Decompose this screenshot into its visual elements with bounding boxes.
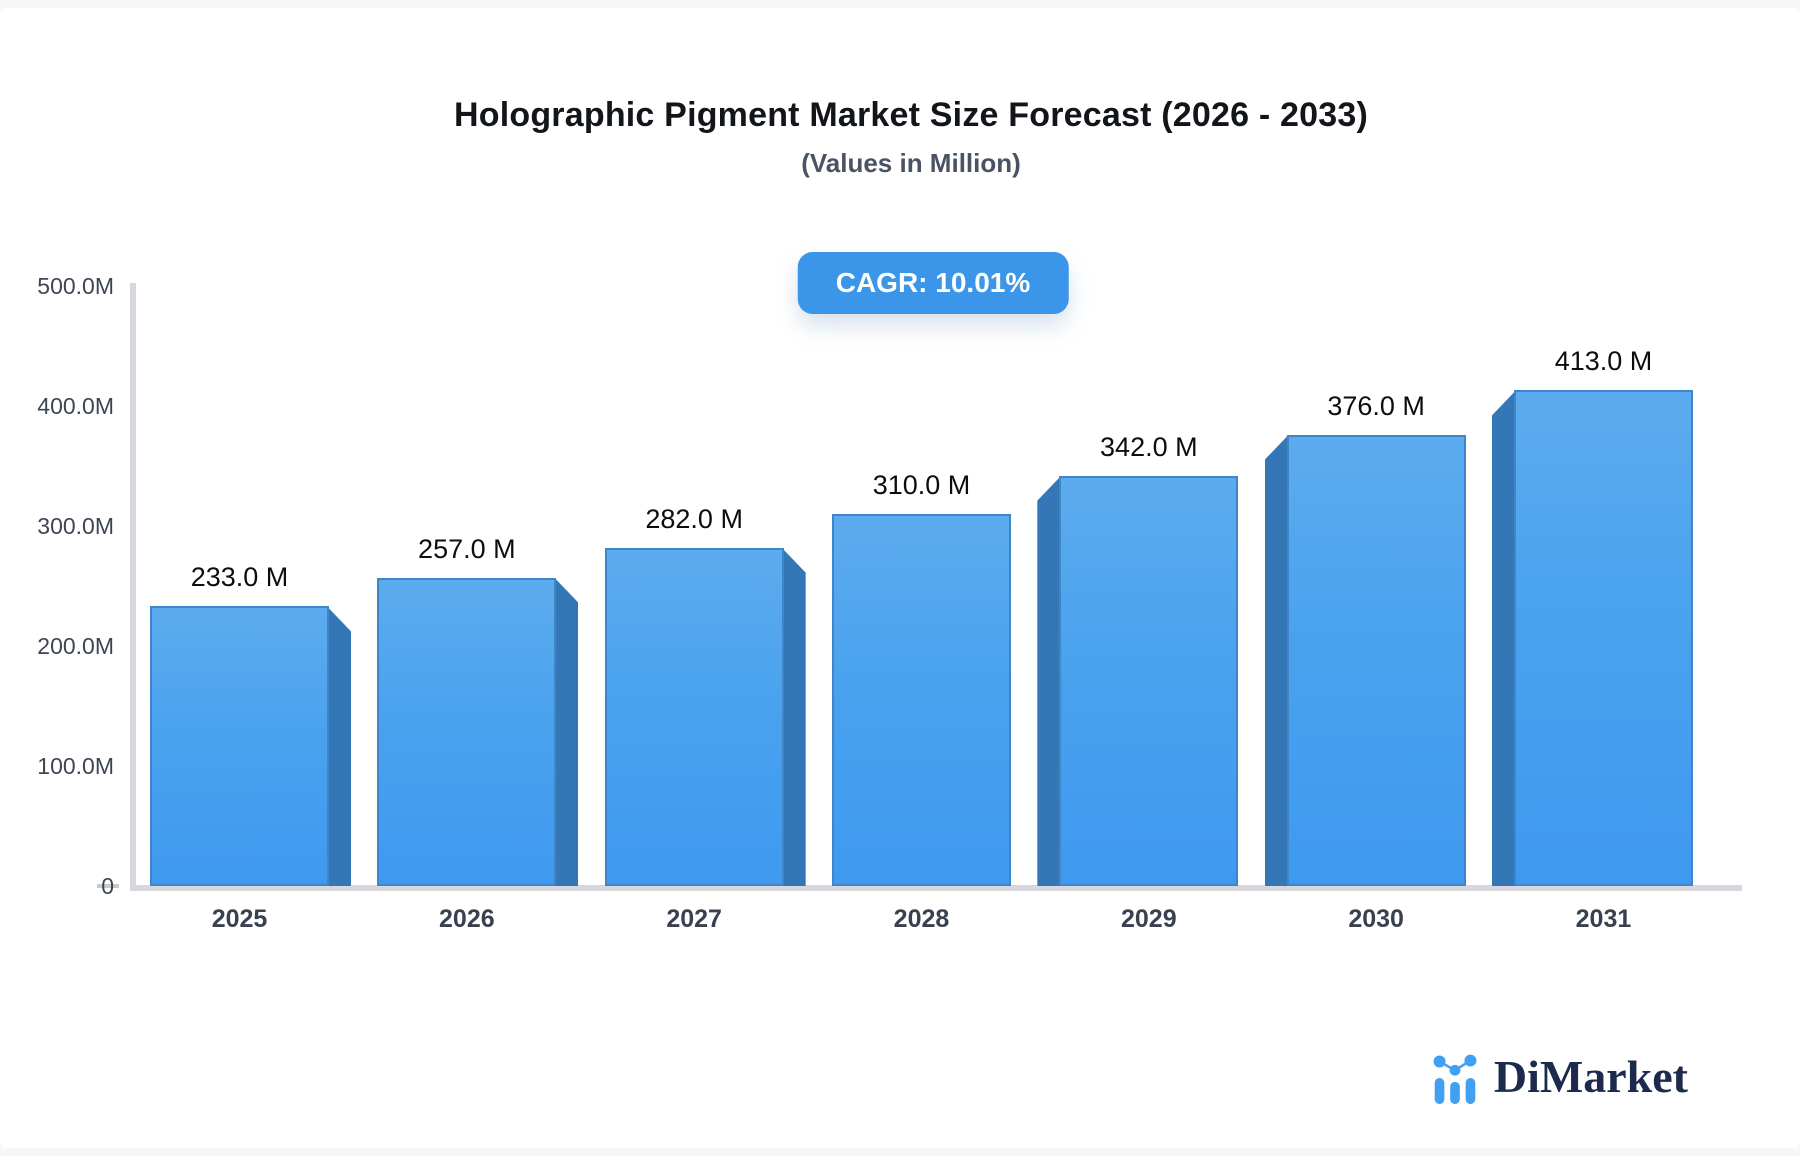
bar-value-label-2030: 376.0 M bbox=[1327, 390, 1425, 421]
bar-side-2026 bbox=[554, 577, 579, 886]
bar-value-label-2031: 413.0 M bbox=[1554, 346, 1653, 377]
x-tick-label-2027: 2027 bbox=[666, 905, 722, 933]
chart-subtitle: (Values in Million) bbox=[801, 148, 1021, 178]
y-tick-label: 200.0M bbox=[37, 633, 114, 659]
x-tick-label-2029: 2029 bbox=[1121, 905, 1177, 933]
bar-side-2031 bbox=[1491, 390, 1516, 886]
x-tick-label-2025: 2025 bbox=[211, 905, 268, 933]
bar-side-2027 bbox=[781, 547, 806, 886]
bar-2027 bbox=[604, 547, 784, 886]
x-tick-label-2026: 2026 bbox=[439, 905, 495, 933]
x-axis-line bbox=[130, 885, 1742, 891]
bar-2031 bbox=[1513, 390, 1693, 886]
dimarket-logo: DiMarket bbox=[1426, 1048, 1688, 1106]
bar-2025 bbox=[150, 606, 329, 886]
bar-value-label-2026: 257.0 M bbox=[418, 533, 516, 564]
y-axis-line bbox=[130, 283, 136, 889]
zero-tick-mark bbox=[97, 884, 119, 888]
mini-bar-chart-icon bbox=[1433, 1054, 1477, 1105]
y-tick-label: 400.0M bbox=[37, 393, 114, 419]
y-tick-label: 300.0M bbox=[37, 513, 114, 539]
bar-value-label-2029: 342.0 M bbox=[1100, 431, 1198, 462]
x-tick-label-2028: 2028 bbox=[893, 905, 950, 933]
cagr-badge: CAGR: 10.01% bbox=[797, 252, 1069, 314]
x-tick-label-2030: 2030 bbox=[1348, 905, 1404, 933]
bar-value-label-2028: 310.0 M bbox=[872, 470, 971, 500]
bar-value-label-2027: 282.0 M bbox=[645, 503, 743, 534]
y-tick-label: 100.0M bbox=[37, 753, 114, 779]
bar-side-2025 bbox=[327, 606, 351, 886]
y-tick-label: 500.0M bbox=[37, 273, 114, 299]
bar-2030 bbox=[1286, 434, 1466, 886]
bar-side-2030 bbox=[1264, 434, 1289, 886]
chart-title: Holographic Pigment Market Size Forecast… bbox=[454, 96, 1368, 134]
bar-value-label-2025: 233.0 M bbox=[190, 562, 289, 593]
y-tick-label: 0 bbox=[101, 873, 114, 899]
x-tick-label-2031: 2031 bbox=[1575, 905, 1632, 933]
bar-side-2029 bbox=[1037, 475, 1062, 886]
bar-2028 bbox=[831, 514, 1011, 886]
dimarket-logo-text: DiMarket bbox=[1493, 1051, 1688, 1102]
bar-2026 bbox=[377, 577, 557, 886]
bar-2029 bbox=[1059, 475, 1239, 886]
